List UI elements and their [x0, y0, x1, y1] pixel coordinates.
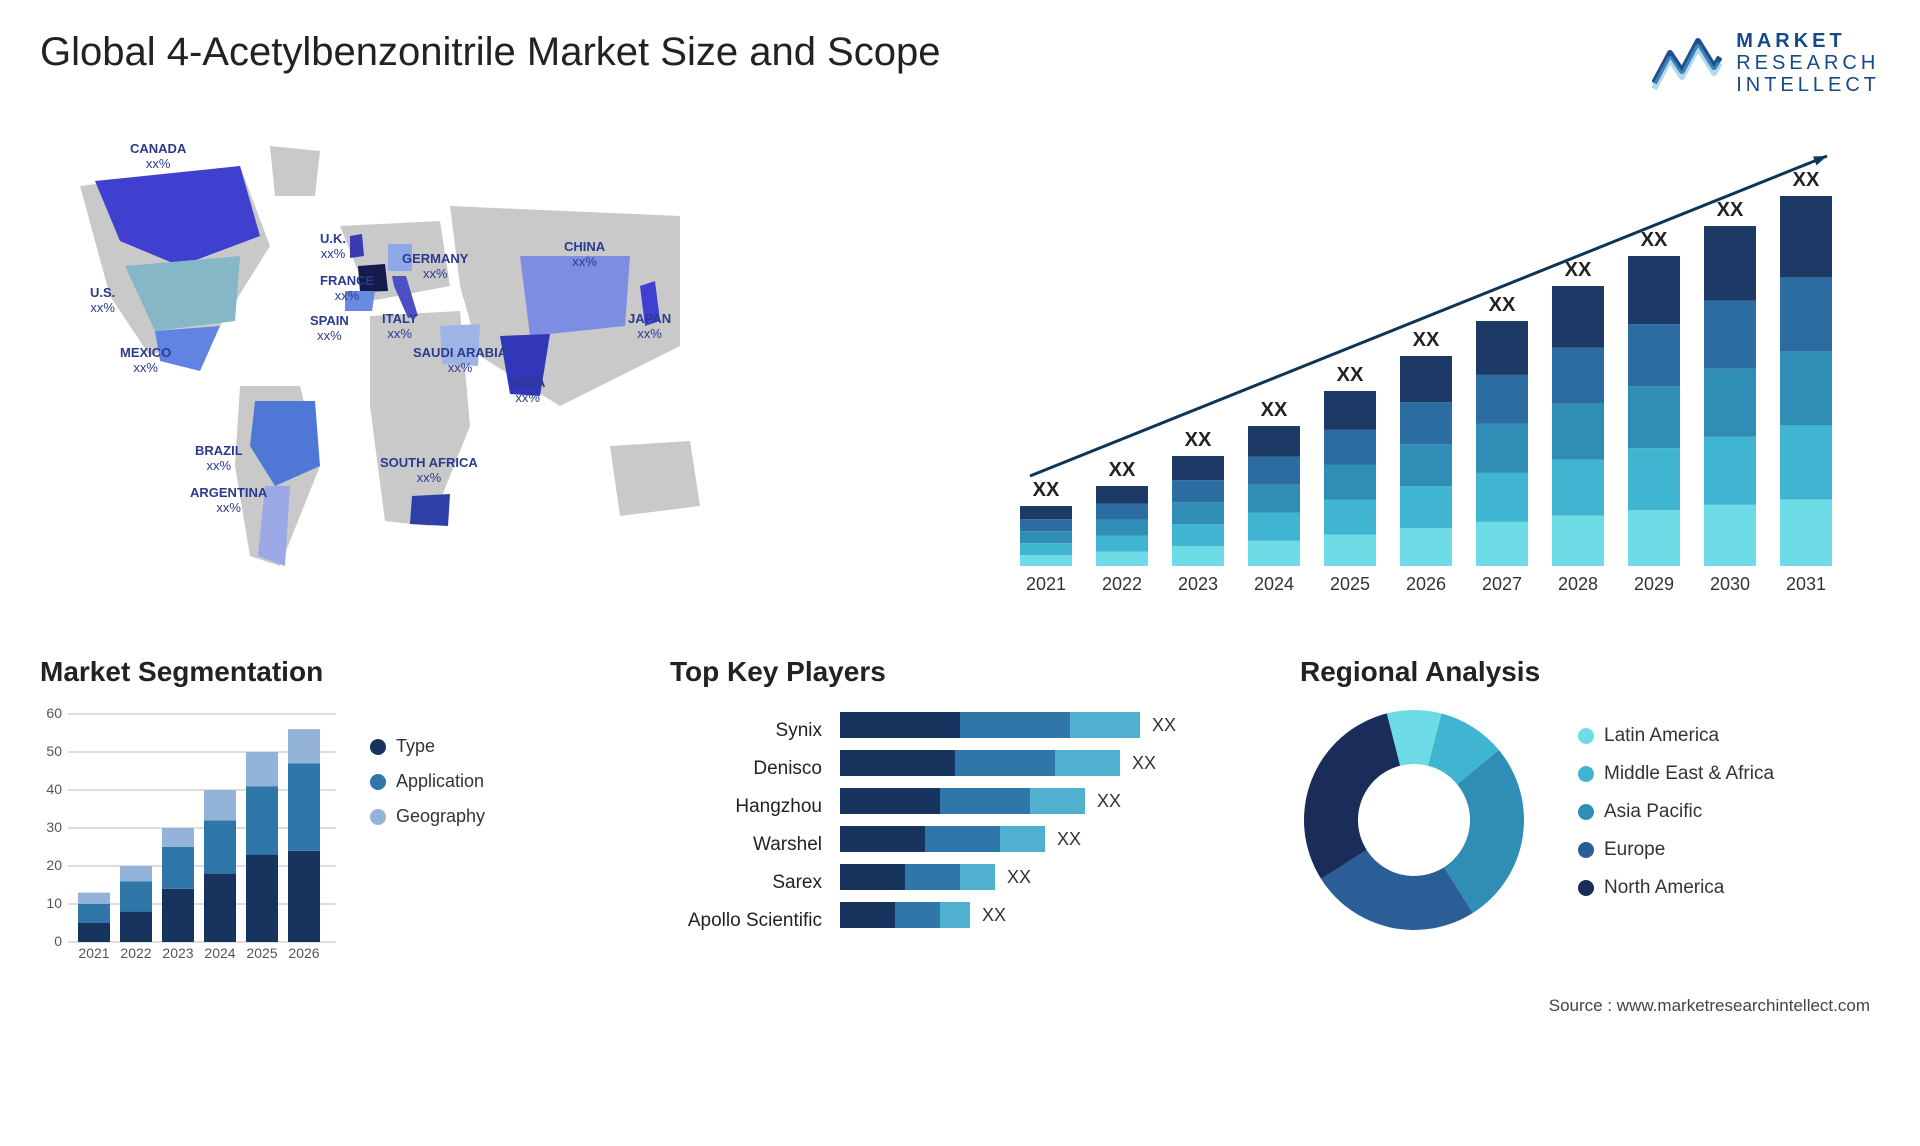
- brand-logo-block: MARKET RESEARCH INTELLECT: [1652, 30, 1880, 96]
- svg-text:2026: 2026: [1406, 574, 1446, 594]
- player-row: XX: [840, 782, 1250, 820]
- seg-legend-item: Application: [370, 771, 485, 792]
- brand-mark-icon: [1652, 33, 1722, 93]
- svg-text:2031: 2031: [1786, 574, 1826, 594]
- world-map: CANADAxx% U.S.xx% MEXICOxx% BRAZILxx% ARGENT…: [40, 126, 940, 606]
- player-name: Denisco: [670, 750, 840, 788]
- player-value: XX: [1097, 791, 1121, 812]
- svg-text:40: 40: [46, 781, 62, 797]
- map-label-south-africa: SOUTH AFRICAxx%: [380, 456, 478, 486]
- svg-text:2030: 2030: [1710, 574, 1750, 594]
- player-value: XX: [1152, 715, 1176, 736]
- regional-legend: Latin America Middle East & Africa Asia Pa…: [1578, 725, 1774, 915]
- players-title: Top Key Players: [670, 656, 1250, 688]
- svg-text:2021: 2021: [78, 945, 109, 961]
- player-value: XX: [1007, 867, 1031, 888]
- svg-text:2023: 2023: [1178, 574, 1218, 594]
- players-panel: Top Key Players SynixDeniscoHangzhouWars…: [670, 656, 1250, 966]
- brand-text: MARKET RESEARCH INTELLECT: [1736, 30, 1880, 96]
- regional-legend-item: North America: [1578, 877, 1774, 899]
- svg-text:2025: 2025: [1330, 574, 1370, 594]
- map-label-italy: ITALYxx%: [382, 312, 417, 342]
- svg-text:20: 20: [46, 857, 62, 873]
- segmentation-title: Market Segmentation: [40, 656, 620, 688]
- regional-donut-chart: [1300, 706, 1528, 934]
- svg-text:2023: 2023: [162, 945, 193, 961]
- map-label-u-s-: U.S.xx%: [90, 286, 115, 316]
- player-label-col: SynixDeniscoHangzhouWarshelSarexApollo S…: [670, 706, 840, 940]
- map-label-germany: GERMANYxx%: [402, 252, 468, 282]
- regional-title: Regional Analysis: [1300, 656, 1880, 688]
- svg-text:2022: 2022: [1102, 574, 1142, 594]
- svg-text:XX: XX: [1717, 199, 1744, 221]
- page-title: Global 4-Acetylbenzonitrile Market Size …: [40, 30, 940, 75]
- map-label-brazil: BRAZILxx%: [195, 444, 243, 474]
- player-row: XX: [840, 896, 1250, 934]
- svg-text:XX: XX: [1565, 259, 1592, 281]
- segmentation-panel: Market Segmentation 0 10 20 30 40 50 60 2021 202…: [40, 656, 620, 966]
- svg-text:30: 30: [46, 819, 62, 835]
- svg-text:2021: 2021: [1026, 574, 1066, 594]
- map-label-u-k-: U.K.xx%: [320, 232, 346, 262]
- regional-legend-item: Asia Pacific: [1578, 801, 1774, 823]
- regional-legend-item: Latin America: [1578, 725, 1774, 747]
- svg-text:2026: 2026: [288, 945, 319, 961]
- seg-legend-item: Type: [370, 736, 485, 757]
- regional-legend-item: Europe: [1578, 839, 1774, 861]
- svg-text:XX: XX: [1793, 169, 1820, 191]
- svg-text:XX: XX: [1261, 399, 1288, 421]
- svg-text:2025: 2025: [246, 945, 277, 961]
- player-row: XX: [840, 858, 1250, 896]
- player-row: XX: [840, 744, 1250, 782]
- map-label-france: FRANCExx%: [320, 274, 374, 304]
- player-row: XX: [840, 706, 1250, 744]
- svg-text:XX: XX: [1185, 429, 1212, 451]
- regional-panel: Regional Analysis Latin America Middle Ea…: [1300, 656, 1880, 966]
- map-label-spain: SPAINxx%: [310, 314, 349, 344]
- seg-legend-item: Geography: [370, 806, 485, 827]
- player-name: Hangzhou: [670, 788, 840, 826]
- source-attribution: Source : www.marketresearchintellect.com: [40, 996, 1880, 1016]
- map-label-saudi-arabia: SAUDI ARABIAxx%: [413, 346, 507, 376]
- player-name: Apollo Scientific: [670, 902, 840, 940]
- svg-text:0: 0: [54, 933, 62, 949]
- svg-text:2022: 2022: [120, 945, 151, 961]
- segmentation-legend: Type Application Geography: [370, 706, 485, 841]
- player-bars-col: XXXXXXXXXXXX: [840, 706, 1250, 934]
- svg-text:60: 60: [46, 706, 62, 721]
- svg-text:XX: XX: [1033, 479, 1060, 501]
- player-name: Synix: [670, 712, 840, 750]
- svg-text:XX: XX: [1641, 229, 1668, 251]
- growth-chart-svg: XX 2021 XX 2022 XX 2023 XX 2024 XX 2025 XX 2026 XX 20…: [1000, 126, 1880, 596]
- svg-text:10: 10: [46, 895, 62, 911]
- map-label-china: CHINAxx%: [564, 240, 605, 270]
- map-label-mexico: MEXICOxx%: [120, 346, 171, 376]
- svg-text:2024: 2024: [204, 945, 235, 961]
- player-name: Warshel: [670, 826, 840, 864]
- svg-text:50: 50: [46, 743, 62, 759]
- player-row: XX: [840, 820, 1250, 858]
- player-value: XX: [982, 905, 1006, 926]
- svg-text:2029: 2029: [1634, 574, 1674, 594]
- regional-legend-item: Middle East & Africa: [1578, 763, 1774, 785]
- map-label-argentina: ARGENTINAxx%: [190, 486, 267, 516]
- market-growth-chart: XX 2021 XX 2022 XX 2023 XX 2024 XX 2025 XX 2026 XX 20…: [1000, 126, 1880, 606]
- player-value: XX: [1132, 753, 1156, 774]
- map-label-india: INDIAxx%: [510, 376, 545, 406]
- map-label-japan: JAPANxx%: [628, 312, 671, 342]
- svg-text:XX: XX: [1109, 459, 1136, 481]
- svg-text:XX: XX: [1489, 294, 1516, 316]
- svg-text:XX: XX: [1413, 329, 1440, 351]
- svg-text:2028: 2028: [1558, 574, 1598, 594]
- player-name: Sarex: [670, 864, 840, 902]
- svg-text:2027: 2027: [1482, 574, 1522, 594]
- player-value: XX: [1057, 829, 1081, 850]
- map-label-canada: CANADAxx%: [130, 142, 186, 172]
- svg-text:2024: 2024: [1254, 574, 1294, 594]
- segmentation-chart: 0 10 20 30 40 50 60 2021 2022 2023 2024 2025 2026: [40, 706, 340, 966]
- svg-text:XX: XX: [1337, 364, 1364, 386]
